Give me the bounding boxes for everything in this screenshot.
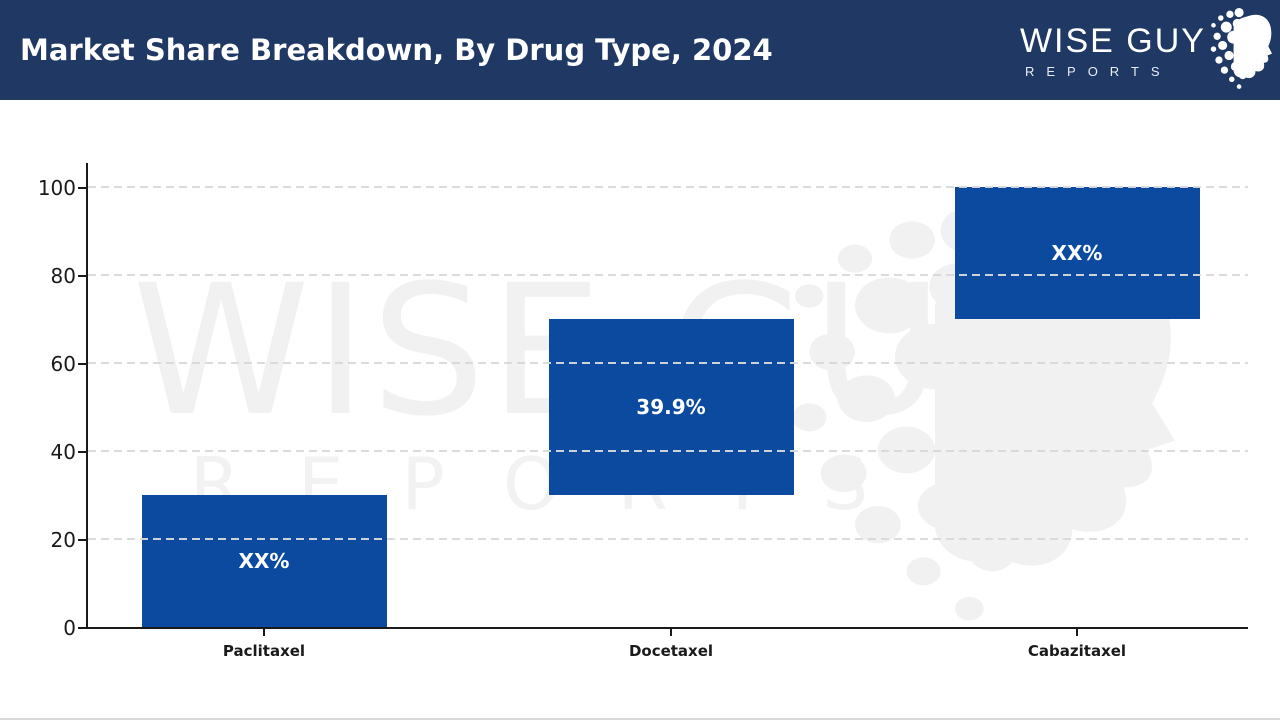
x-tick — [670, 629, 672, 636]
y-tick-label: 20 — [50, 528, 76, 552]
bar-value-label: XX% — [238, 549, 290, 573]
bottom-border — [0, 718, 1280, 720]
y-tick — [78, 627, 86, 629]
bar-paclitaxel: XX% — [141, 495, 387, 627]
header-bar: Market Share Breakdown, By Drug Type, 20… — [0, 0, 1280, 100]
y-tick — [78, 451, 86, 453]
bar-value-label: 39.9% — [636, 395, 706, 420]
gridline-100 — [88, 186, 1248, 188]
y-tick-label: 80 — [50, 264, 76, 288]
bar-value-label: XX% — [1051, 241, 1103, 266]
y-tick — [78, 363, 86, 365]
brand-name-text: WISE GUY — [1019, 21, 1206, 60]
brand-face-icon — [1210, 7, 1272, 89]
x-category-label: Paclitaxel — [222, 642, 306, 660]
x-tick — [1076, 629, 1078, 636]
x-axis-line — [86, 627, 1248, 629]
bar-docetaxel: 39.9% — [548, 319, 794, 495]
x-category-label: Docetaxel — [628, 642, 714, 660]
y-tick — [78, 187, 86, 189]
gridline-80 — [88, 274, 1248, 276]
brand-subtitle-text: REPORTS — [1024, 63, 1172, 79]
gridline-20 — [88, 538, 1248, 540]
y-tick-label: 40 — [50, 440, 76, 464]
y-tick — [78, 275, 86, 277]
x-tick — [263, 629, 265, 636]
x-category-label: Cabazitaxel — [1027, 642, 1127, 660]
y-tick-label: 0 — [63, 616, 76, 640]
bar-cabazitaxel: XX% — [954, 187, 1200, 320]
y-tick-label: 60 — [50, 352, 76, 376]
y-tick — [78, 539, 86, 541]
bar-chart: XX% 39.9% XX% 0 20 40 60 80 100 Paclitaxel Docetax… — [0, 100, 1280, 720]
page-title: Market Share Breakdown, By Drug Type, 20… — [20, 33, 773, 67]
brand-wordmark: WISE GUY REPORTS — [1020, 22, 1206, 79]
gridline-60 — [88, 362, 1248, 364]
brand-logo: WISE GUY REPORTS — [1020, 4, 1272, 96]
gridline-40 — [88, 450, 1248, 452]
y-tick-label: 100 — [37, 176, 76, 200]
y-axis-line — [86, 163, 88, 629]
